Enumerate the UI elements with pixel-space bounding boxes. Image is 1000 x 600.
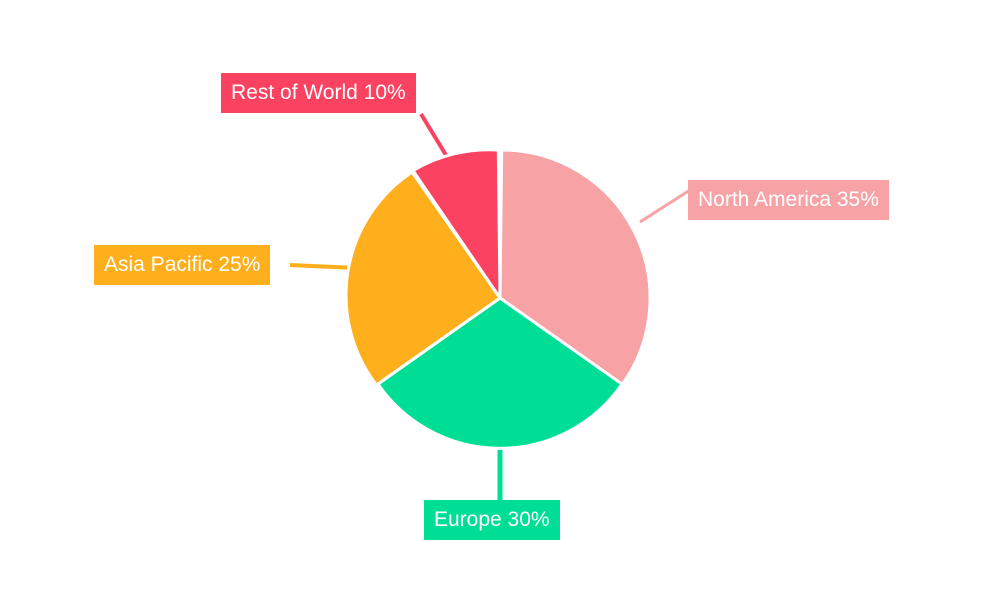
- leader-line-north-america: [639, 188, 691, 224]
- pie-label-asia-pacific[interactable]: Asia Pacific 25%: [94, 245, 271, 285]
- pie-slice-europe[interactable]: [376, 296, 624, 450]
- pie-slice-rest-of-world[interactable]: [411, 148, 502, 300]
- pie-slice-north-america[interactable]: [498, 148, 652, 389]
- pie-slice-asia-pacific[interactable]: [344, 170, 502, 387]
- pie-label-rest-of-world[interactable]: Rest of World 10%: [221, 73, 416, 113]
- pie-label-north-america[interactable]: North America 35%: [688, 180, 889, 220]
- leader-line-asia-pacific: [289, 263, 357, 270]
- pie-label-europe[interactable]: Europe 30%: [424, 500, 560, 540]
